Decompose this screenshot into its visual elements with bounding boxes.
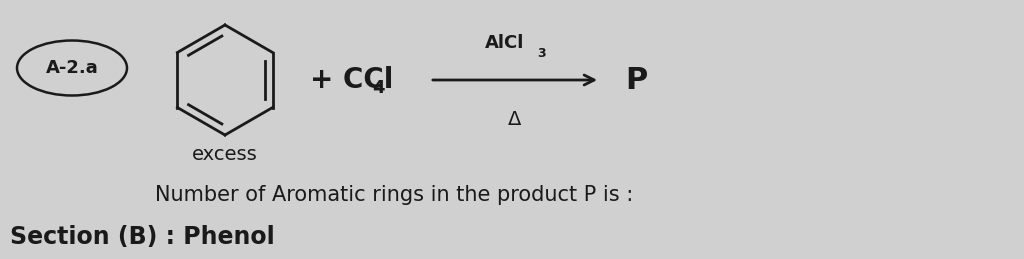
Text: Number of Aromatic rings in the product P is :: Number of Aromatic rings in the product … xyxy=(155,185,633,205)
Text: A-2.a: A-2.a xyxy=(46,59,98,77)
Text: 3: 3 xyxy=(537,47,546,60)
Text: P: P xyxy=(625,66,647,95)
Text: excess: excess xyxy=(193,145,258,164)
Text: + CCl: + CCl xyxy=(310,66,393,94)
Text: AlCl: AlCl xyxy=(485,34,524,52)
Text: 4: 4 xyxy=(372,79,384,97)
Text: Section (B) : Phenol: Section (B) : Phenol xyxy=(10,225,274,249)
Text: Δ: Δ xyxy=(508,110,521,129)
